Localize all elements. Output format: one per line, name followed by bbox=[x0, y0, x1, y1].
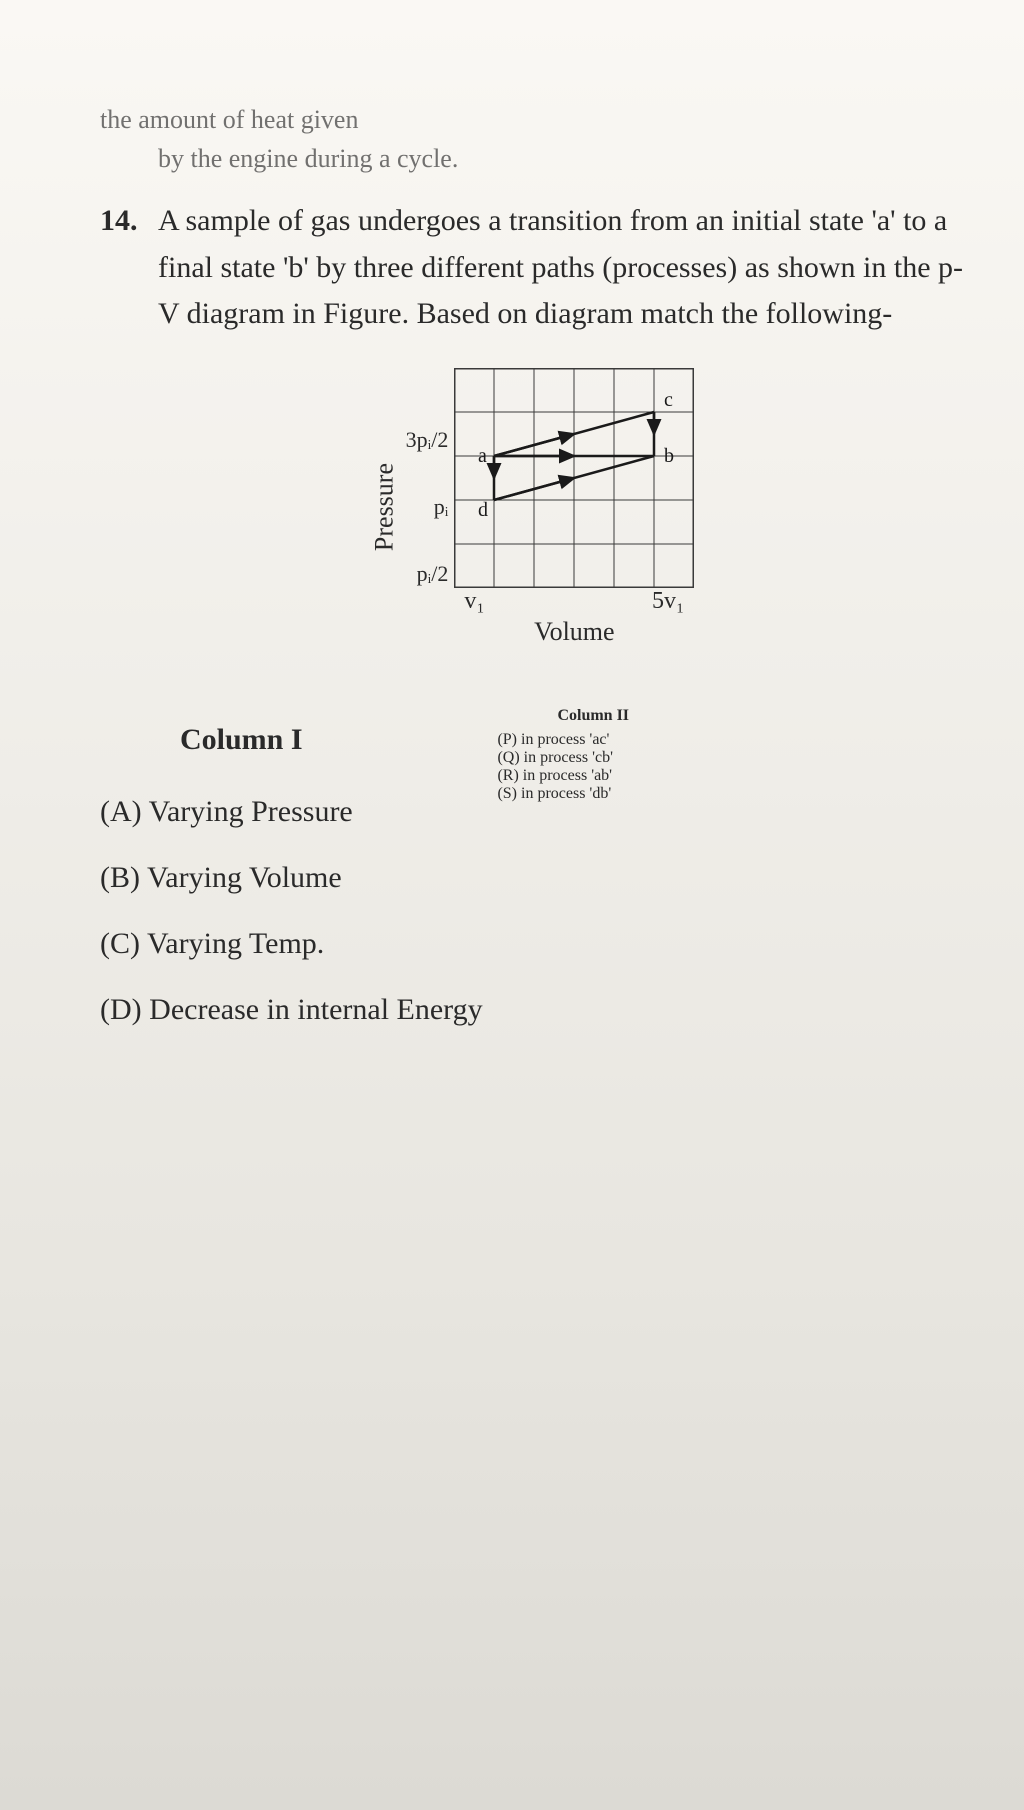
preceding-text-2: by the engine during a cycle. bbox=[100, 139, 964, 178]
column1-heading: Column I bbox=[100, 707, 497, 773]
svg-text:b: b bbox=[664, 445, 674, 467]
col2-r-letter: (R) bbox=[497, 767, 518, 784]
svg-text:c: c bbox=[664, 389, 673, 411]
col2-r-text: in process 'ab' bbox=[523, 767, 612, 784]
col2-q-letter: (Q) bbox=[497, 749, 519, 766]
col2-row-p: (P) in process 'ac' bbox=[497, 731, 609, 749]
question-text: A sample of gas undergoes a transition f… bbox=[158, 198, 964, 338]
col2-row-r: (R) in process 'ab' bbox=[497, 767, 612, 785]
col2-p-text: in process 'ac' bbox=[521, 731, 609, 748]
xtick-1: 5v₁ bbox=[652, 588, 684, 615]
col1-row-a: (A) Varying Pressure bbox=[100, 779, 497, 845]
page: the amount of heat given by the engine d… bbox=[0, 0, 1024, 1810]
diagram-container: Pressure 3pᵢ/2 pᵢ pᵢ/2 a b c d v₁ 5v₁ Volum… bbox=[100, 368, 964, 647]
col1-a-letter: (A) bbox=[100, 795, 142, 828]
match-columns: Column I (A) Varying Pressure (B) Varyin… bbox=[100, 667, 964, 1043]
col2-s-text: in process 'db' bbox=[521, 785, 611, 802]
col1-row-d: (D) Decrease in internal Energy bbox=[100, 977, 497, 1043]
x-tick-row: v₁ 5v₁ bbox=[454, 588, 694, 615]
question-number: 14. bbox=[100, 198, 140, 245]
col2-row-s: (S) in process 'db' bbox=[497, 785, 611, 803]
col1-row-c: (C) Varying Temp. bbox=[100, 911, 497, 977]
svg-text:d: d bbox=[478, 499, 488, 521]
col1-c-letter: (C) bbox=[100, 927, 140, 960]
ytick-0: 3pᵢ/2 bbox=[406, 427, 449, 453]
column-2: Column II (P) in process 'ac' (Q) in pro… bbox=[497, 667, 964, 1043]
col1-row-b: (B) Varying Volume bbox=[100, 845, 497, 911]
svg-text:a: a bbox=[478, 445, 487, 467]
col1-d-letter: (D) bbox=[100, 993, 142, 1026]
col2-row-q: (Q) in process 'cb' bbox=[497, 749, 613, 767]
y-tick-labels: 3pᵢ/2 pᵢ pᵢ/2 bbox=[406, 397, 455, 617]
col1-b-letter: (B) bbox=[100, 861, 140, 894]
column2-heading: Column II bbox=[497, 707, 629, 725]
col1-d-text: Decrease in internal Energy bbox=[149, 993, 482, 1026]
x-axis-label: Volume bbox=[534, 617, 614, 647]
pv-diagram: Pressure 3pᵢ/2 pᵢ pᵢ/2 a b c d v₁ 5v₁ Volum… bbox=[370, 368, 695, 647]
ytick-2: pᵢ/2 bbox=[406, 561, 449, 587]
preceding-text-1: the amount of heat given bbox=[100, 100, 964, 139]
col2-p-letter: (P) bbox=[497, 731, 517, 748]
col1-a-text: Varying Pressure bbox=[149, 795, 353, 828]
y-axis-label: Pressure bbox=[370, 397, 400, 617]
col2-s-letter: (S) bbox=[497, 785, 517, 802]
xtick-0: v₁ bbox=[464, 588, 484, 615]
question-row: 14. A sample of gas undergoes a transiti… bbox=[100, 198, 964, 338]
column-1: Column I (A) Varying Pressure (B) Varyin… bbox=[100, 667, 497, 1043]
ytick-1: pᵢ bbox=[406, 494, 449, 520]
pv-svg: a b c d bbox=[454, 368, 694, 588]
col1-b-text: Varying Volume bbox=[147, 861, 342, 894]
col1-c-text: Varying Temp. bbox=[147, 927, 324, 960]
col2-q-text: in process 'cb' bbox=[524, 749, 613, 766]
